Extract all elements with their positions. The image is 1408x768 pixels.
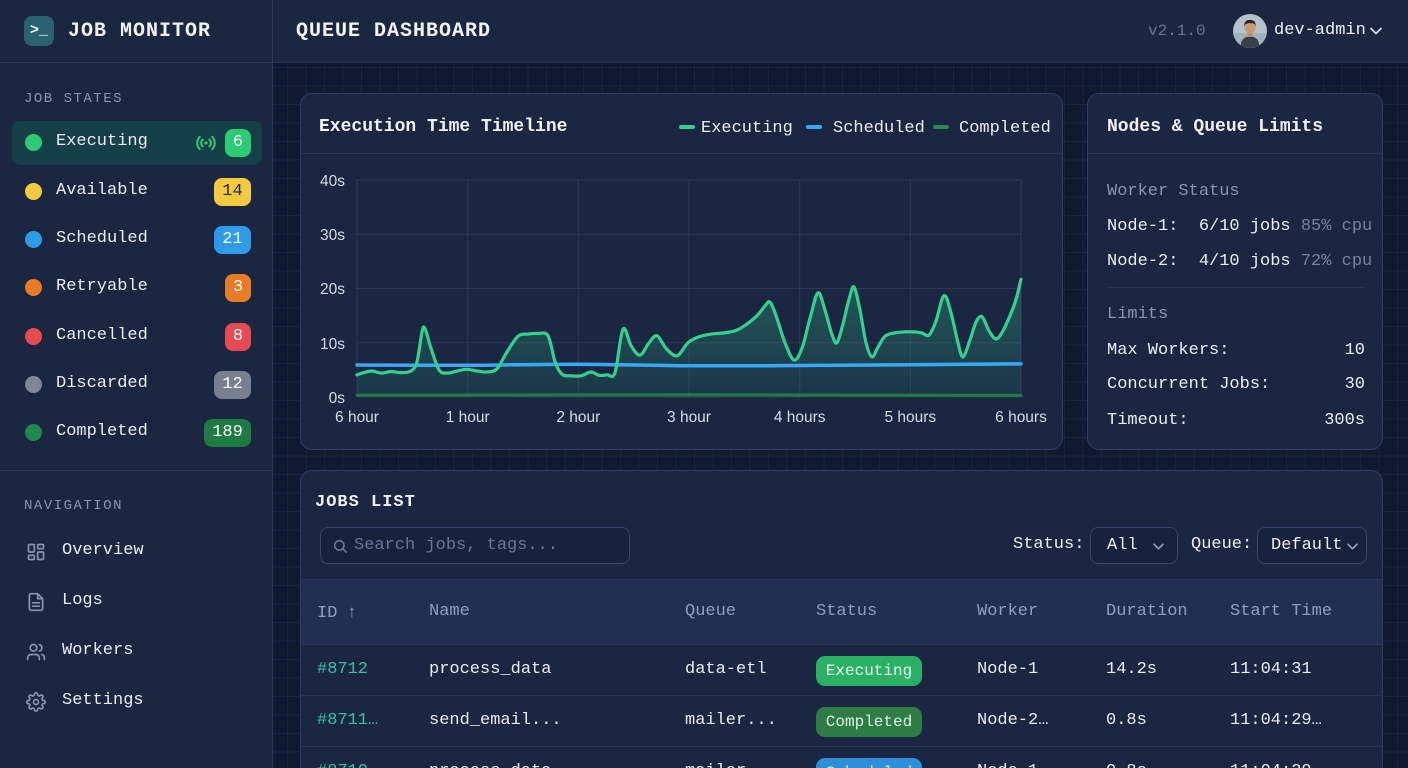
svg-text:10s: 10s: [320, 336, 345, 353]
svg-text:0s: 0s: [329, 390, 346, 407]
svg-text:2 hour: 2 hour: [556, 409, 600, 426]
svg-text:30s: 30s: [320, 227, 345, 244]
svg-text:5 hours: 5 hours: [884, 409, 936, 426]
svg-text:4 hours: 4 hours: [774, 409, 826, 426]
svg-text:40s: 40s: [320, 173, 345, 190]
svg-text:1 hour: 1 hour: [446, 409, 490, 426]
svg-text:6 hours: 6 hours: [995, 409, 1047, 426]
svg-text:20s: 20s: [320, 281, 345, 298]
svg-text:6 hour: 6 hour: [335, 409, 379, 426]
svg-text:3 hour: 3 hour: [667, 409, 711, 426]
